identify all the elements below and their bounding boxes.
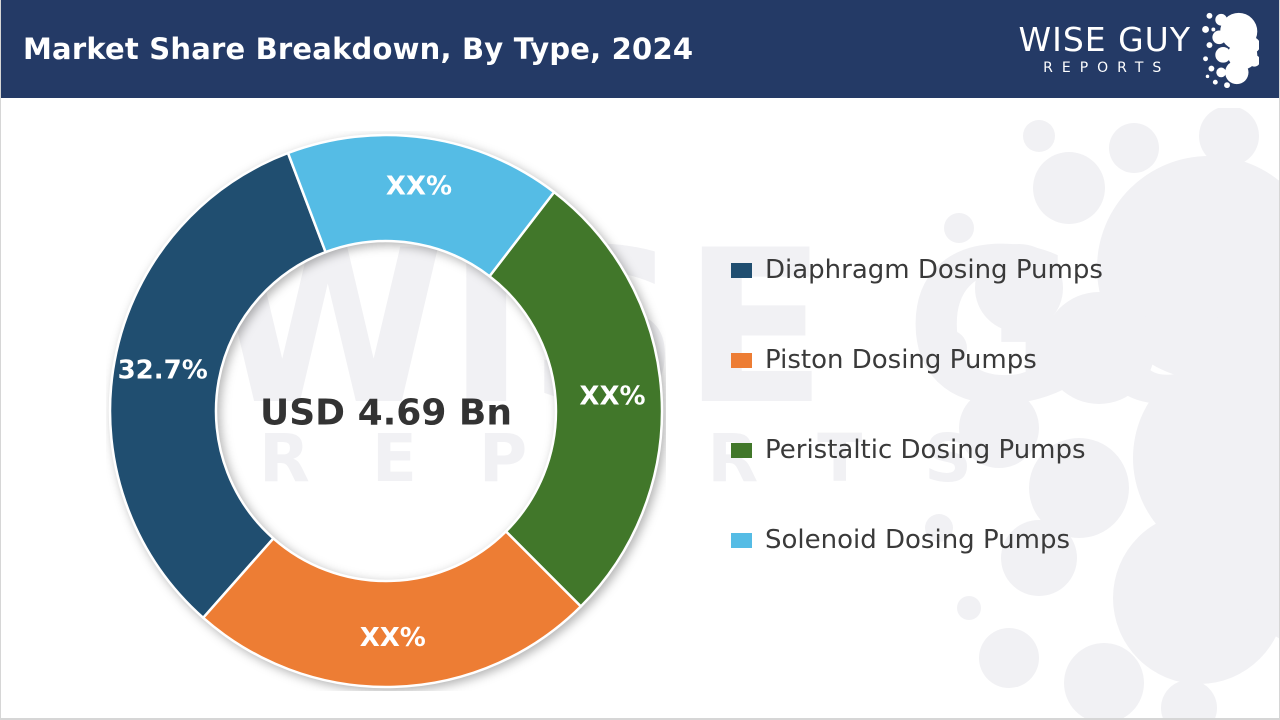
segment-label-diaphragm-dosing-pumps: 32.7% bbox=[118, 355, 208, 385]
legend-swatch-peristaltic bbox=[731, 442, 752, 458]
segment-label-piston-dosing-pumps: XX% bbox=[360, 623, 426, 653]
donut-segment-solenoid-dosing-pumps bbox=[286, 133, 556, 278]
segment-label-solenoid-dosing-pumps: XX% bbox=[386, 171, 452, 201]
donut-segment-piston-dosing-pumps bbox=[201, 530, 583, 689]
brand-face-icon bbox=[1202, 12, 1259, 89]
legend-swatch-diaphragm bbox=[731, 262, 752, 278]
legend-label-piston: Piston Dosing Pumps bbox=[765, 345, 1037, 375]
page-title: Market Share Breakdown, By Type, 2024 bbox=[23, 32, 694, 66]
legend-item-peristaltic: Peristaltic Dosing Pumps bbox=[731, 433, 1103, 467]
donut-arcs bbox=[108, 133, 664, 689]
brand-logo-text: WISE GUY REPORTS bbox=[1018, 23, 1191, 75]
legend: Diaphragm Dosing Pumps Piston Dosing Pum… bbox=[731, 253, 1103, 557]
watermark: WISE GUY REPORTS bbox=[1, 98, 1279, 718]
donut-segment-diaphragm-dosing-pumps bbox=[108, 151, 327, 620]
legend-label-peristaltic: Peristaltic Dosing Pumps bbox=[765, 435, 1086, 465]
donut-segment-peristaltic-dosing-pumps bbox=[488, 190, 664, 608]
legend-item-diaphragm: Diaphragm Dosing Pumps bbox=[731, 253, 1103, 287]
legend-swatch-solenoid bbox=[731, 532, 752, 548]
brand-name: WISE GUY bbox=[1018, 20, 1191, 59]
legend-item-solenoid: Solenoid Dosing Pumps bbox=[731, 523, 1103, 557]
legend-label-diaphragm: Diaphragm Dosing Pumps bbox=[765, 255, 1103, 285]
header: Market Share Breakdown, By Type, 2024 WI… bbox=[1, 0, 1279, 98]
brand-logo: WISE GUY REPORTS bbox=[1018, 8, 1259, 90]
legend-label-solenoid: Solenoid Dosing Pumps bbox=[765, 525, 1071, 555]
segment-label-peristaltic-dosing-pumps: XX% bbox=[579, 381, 645, 411]
brand-subname: REPORTS bbox=[1043, 60, 1171, 76]
watermark-face-icon bbox=[925, 108, 1279, 718]
donut-labels: 32.7% XX% XX% XX% bbox=[118, 171, 646, 653]
legend-swatch-piston bbox=[731, 352, 752, 368]
donut-chart: 32.7% XX% XX% XX% USD 4.69 Bn bbox=[108, 133, 664, 689]
legend-item-piston: Piston Dosing Pumps bbox=[731, 343, 1103, 377]
donut-center-value: USD 4.69 Bn bbox=[260, 393, 512, 434]
